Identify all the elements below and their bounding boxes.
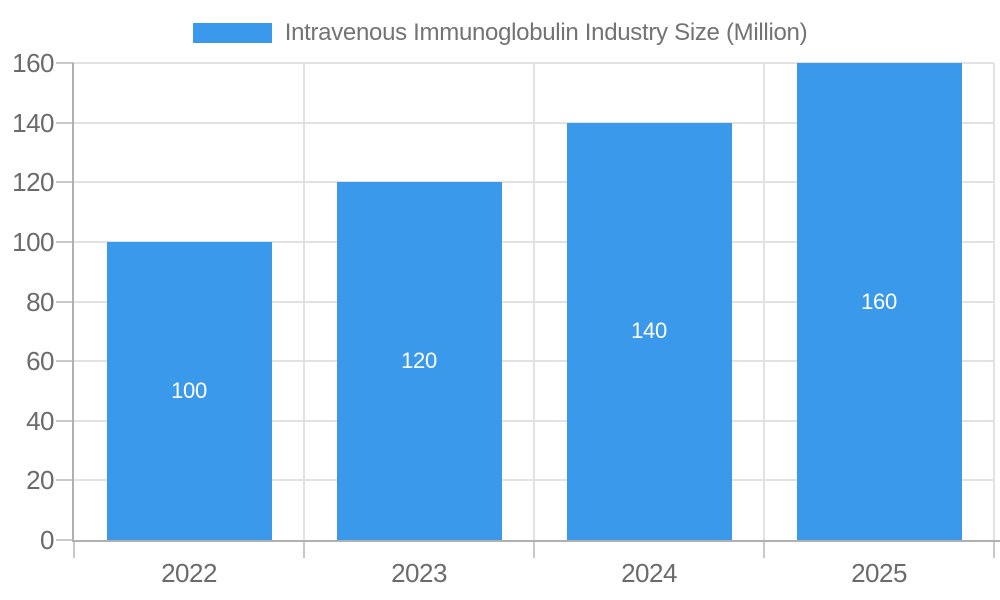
legend-label: Intravenous Immunoglobulin Industry Size… [284,19,808,46]
x-axis-tick-label: 2025 [851,558,907,588]
y-axis-tick [56,121,74,124]
x-axis-tick-label: 2024 [621,558,677,588]
y-axis-tick-label: 140 [12,107,54,138]
y-axis-tick [56,62,74,64]
gridline-vertical [763,63,765,540]
y-axis-tick [56,539,74,541]
y-axis-tick-label: 160 [12,48,54,78]
y-axis-tick-label: 0 [40,525,54,555]
bar-2024[interactable]: 140 [566,122,732,540]
y-axis-tick [56,300,74,303]
gridline-vertical [303,63,305,540]
y-axis-tick-label: 80 [26,286,54,317]
bar-2025[interactable]: 160 [796,63,962,540]
x-axis-tick [303,542,305,558]
bar-2022[interactable]: 100 [106,241,272,540]
bar-value-label: 100 [171,377,207,403]
x-axis-tick [73,542,75,558]
x-axis-tick-label: 2022 [161,558,217,588]
x-axis-tick [533,542,535,558]
y-axis-tick [56,240,74,243]
x-axis-tick [993,542,995,558]
x-axis-tick-label: 2023 [391,558,447,588]
y-axis-tick [56,479,74,482]
y-axis-line [72,63,74,542]
y-axis-tick [56,181,74,184]
x-axis-line [72,540,1000,542]
bar-value-label: 140 [631,318,667,344]
y-axis-tick-label: 120 [12,167,54,198]
bar-value-label: 120 [401,348,437,374]
bar-2023[interactable]: 120 [336,182,502,540]
y-axis-tick [56,419,74,422]
x-axis-tick [763,542,765,558]
y-axis-tick-label: 100 [12,226,54,257]
y-axis-tick-label: 60 [26,346,54,377]
y-axis-tick-label: 40 [26,405,54,436]
y-axis-tick-label: 20 [26,465,54,496]
legend[interactable]: Intravenous Immunoglobulin Industry Size… [0,18,1000,48]
legend-swatch-icon [192,23,272,43]
gridline-vertical [533,63,535,540]
gridline-vertical [993,63,995,540]
bar-value-label: 160 [861,288,897,314]
y-axis-tick [56,360,74,363]
